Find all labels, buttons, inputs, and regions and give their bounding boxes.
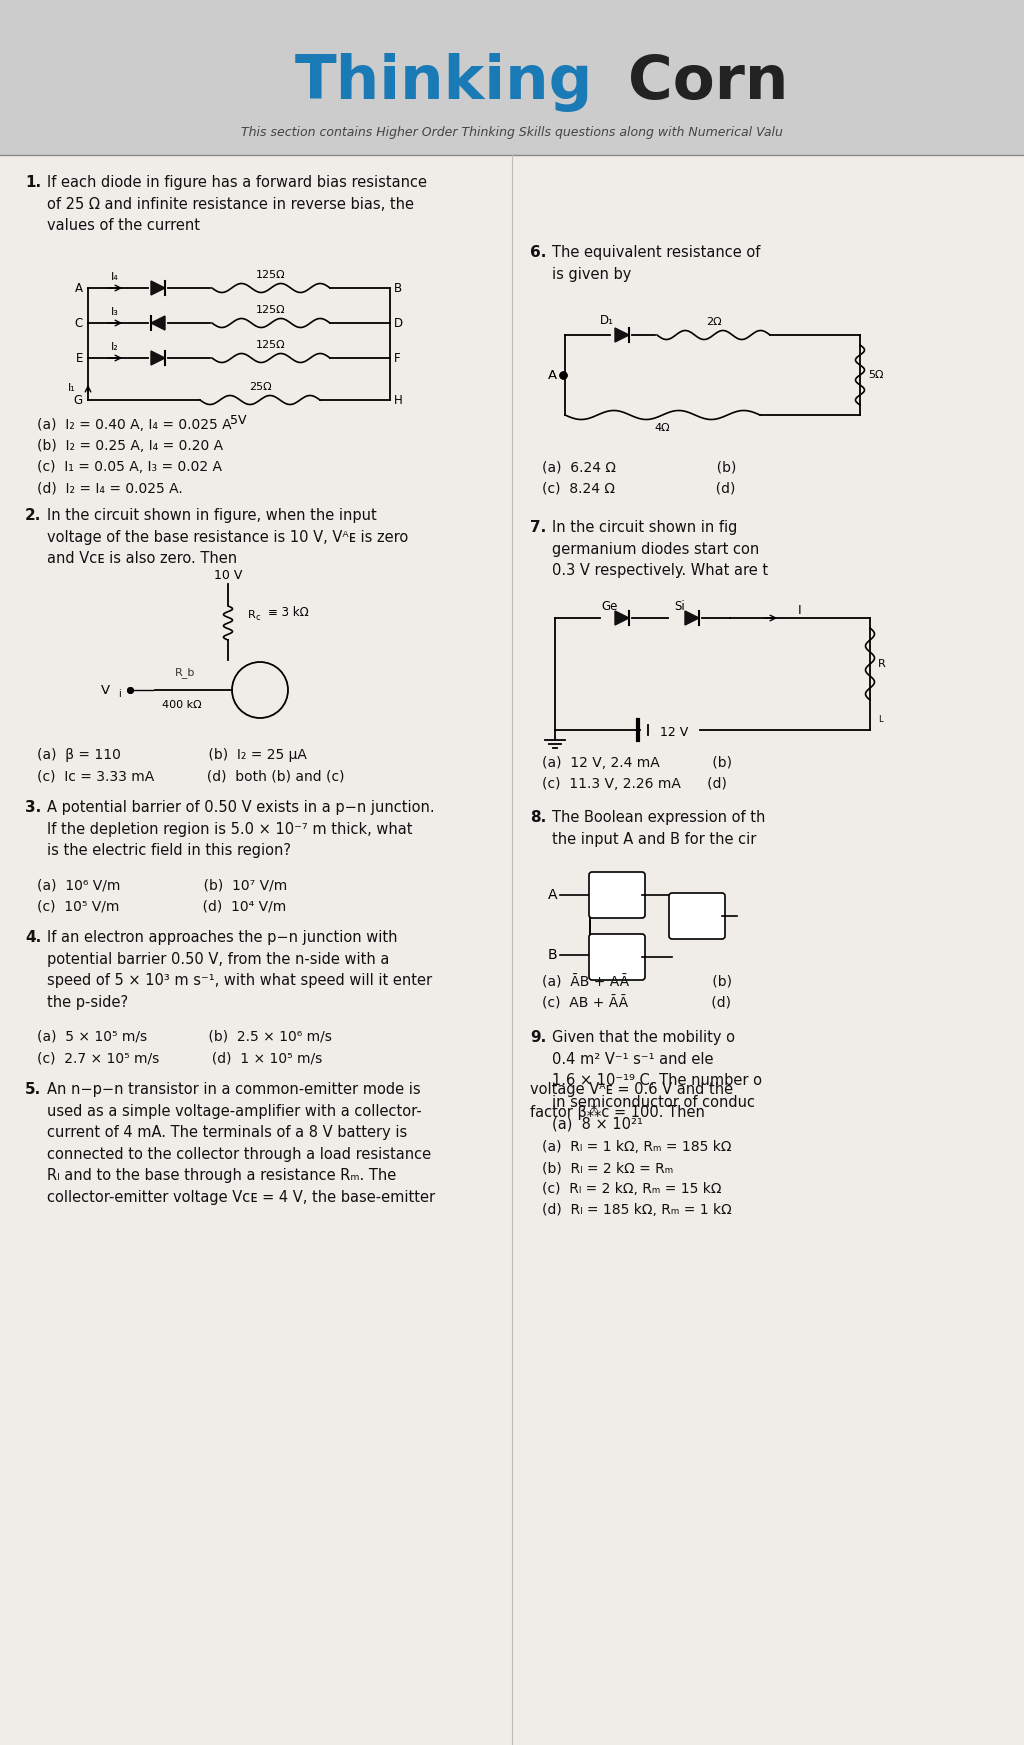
Text: A: A (548, 888, 557, 902)
Text: (c)  11.3 V, 2.26 mA      (d): (c) 11.3 V, 2.26 mA (d) (542, 777, 727, 790)
FancyBboxPatch shape (589, 934, 645, 981)
Text: C: C (75, 316, 83, 330)
FancyBboxPatch shape (0, 0, 1024, 155)
Polygon shape (151, 351, 165, 365)
Text: R: R (248, 611, 256, 619)
Text: c: c (255, 614, 260, 623)
Text: (a)  Rₗ = 1 kΩ, Rₘ = 185 kΩ: (a) Rₗ = 1 kΩ, Rₘ = 185 kΩ (542, 1139, 731, 1153)
Text: (c)  Iᴄ = 3.33 mA            (d)  both (b) and (c): (c) Iᴄ = 3.33 mA (d) both (b) and (c) (37, 770, 344, 784)
Text: voltage Vᴬᴇ = 0.6 V and the
factor β⁂ᴄ = 100. Then: voltage Vᴬᴇ = 0.6 V and the factor β⁂ᴄ =… (530, 1082, 733, 1120)
Text: 3.: 3. (25, 799, 41, 815)
Text: 5Ω: 5Ω (868, 370, 884, 380)
Text: (c)  Rₗ = 2 kΩ, Rₘ = 15 kΩ: (c) Rₗ = 2 kΩ, Rₘ = 15 kΩ (542, 1181, 722, 1195)
Text: 8.: 8. (530, 810, 546, 825)
Text: 12 V: 12 V (660, 726, 688, 738)
Text: 2.: 2. (25, 508, 41, 524)
Text: B: B (548, 948, 558, 961)
Text: 125Ω: 125Ω (256, 270, 286, 279)
Text: i: i (118, 689, 121, 700)
Text: 400 kΩ: 400 kΩ (162, 700, 202, 710)
Text: (b)  I₂ = 0.25 A, I₄ = 0.20 A: (b) I₂ = 0.25 A, I₄ = 0.20 A (37, 440, 223, 454)
Text: This section contains Higher Order Thinking Skills questions along with Numerica: This section contains Higher Order Think… (241, 126, 783, 138)
Text: 2Ω: 2Ω (706, 318, 721, 326)
Text: I₁: I₁ (69, 382, 76, 393)
Text: D₁: D₁ (600, 314, 614, 326)
Text: If each diode in figure has a forward bias resistance
of 25 Ω and infinite resis: If each diode in figure has a forward bi… (47, 174, 427, 234)
Text: I₂: I₂ (112, 342, 119, 352)
Text: In the circuit shown in figure, when the input
voltage of the base resistance is: In the circuit shown in figure, when the… (47, 508, 409, 565)
Text: F: F (394, 351, 400, 365)
Text: (a)  10⁶ V/m                   (b)  10⁷ V/m: (a) 10⁶ V/m (b) 10⁷ V/m (37, 878, 288, 892)
Text: 1.: 1. (25, 174, 41, 190)
Text: A: A (548, 368, 557, 382)
Text: Si: Si (675, 600, 685, 612)
Text: R_b: R_b (175, 667, 196, 679)
Text: If an electron approaches the p−n junction with
potential barrier 0.50 V, from t: If an electron approaches the p−n juncti… (47, 930, 432, 1010)
Polygon shape (151, 281, 165, 295)
Polygon shape (685, 611, 699, 625)
Text: (a)  I₂ = 0.40 A, I₄ = 0.025 A: (a) I₂ = 0.40 A, I₄ = 0.025 A (37, 419, 231, 433)
Text: Ge: Ge (602, 600, 618, 612)
Text: (c)  10⁵ V/m                   (d)  10⁴ V/m: (c) 10⁵ V/m (d) 10⁴ V/m (37, 899, 287, 913)
Text: H: H (394, 394, 402, 407)
Text: (a)  β = 110                    (b)  I₂ = 25 μA: (a) β = 110 (b) I₂ = 25 μA (37, 749, 307, 763)
Text: I₄: I₄ (112, 272, 119, 283)
Text: I₃: I₃ (111, 307, 119, 318)
Text: An n−p−n transistor in a common-emitter mode is
used as a simple voltage-amplifi: An n−p−n transistor in a common-emitter … (47, 1082, 435, 1206)
Text: (a)  6.24 Ω                       (b): (a) 6.24 Ω (b) (542, 461, 736, 475)
Text: Thinking: Thinking (295, 52, 593, 112)
Text: (d)  I₂ = I₄ = 0.025 A.: (d) I₂ = I₄ = 0.025 A. (37, 482, 182, 496)
Polygon shape (615, 328, 629, 342)
Polygon shape (615, 611, 629, 625)
Text: G: G (74, 394, 83, 407)
Text: 4Ω: 4Ω (654, 422, 671, 433)
Text: A potential barrier of 0.50 V exists in a p−n junction.
If the depletion region : A potential barrier of 0.50 V exists in … (47, 799, 434, 859)
Text: Corn: Corn (628, 52, 788, 112)
Text: L: L (878, 715, 883, 724)
Text: (a)  12 V, 2.4 mA            (b): (a) 12 V, 2.4 mA (b) (542, 756, 732, 770)
FancyBboxPatch shape (669, 893, 725, 939)
Text: (c)  I₁ = 0.05 A, I₃ = 0.02 A: (c) I₁ = 0.05 A, I₃ = 0.02 A (37, 461, 222, 475)
Text: 10 V: 10 V (214, 569, 243, 583)
FancyBboxPatch shape (0, 155, 1024, 1745)
Text: (c)  2.7 × 10⁵ m/s            (d)  1 × 10⁵ m/s: (c) 2.7 × 10⁵ m/s (d) 1 × 10⁵ m/s (37, 1050, 323, 1064)
Text: V: V (101, 684, 110, 696)
Text: D: D (394, 316, 403, 330)
Polygon shape (151, 316, 165, 330)
Text: B: B (394, 281, 402, 295)
Text: 5.: 5. (25, 1082, 41, 1098)
Text: (a)  ĀB + AĀ                   (b): (a) ĀB + AĀ (b) (542, 975, 732, 989)
Text: R: R (878, 660, 886, 668)
Text: In the circuit shown in fig
germanium diodes start con
0.3 V respectively. What : In the circuit shown in fig germanium di… (552, 520, 768, 578)
Text: ≡ 3 kΩ: ≡ 3 kΩ (268, 607, 309, 619)
Text: 25Ω: 25Ω (249, 382, 271, 393)
Text: 125Ω: 125Ω (256, 340, 286, 351)
FancyBboxPatch shape (589, 872, 645, 918)
Text: (c)  AB + ĀĀ                   (d): (c) AB + ĀĀ (d) (542, 996, 731, 1010)
Text: 7.: 7. (530, 520, 546, 536)
Text: (a)  5 × 10⁵ m/s              (b)  2.5 × 10⁶ m/s: (a) 5 × 10⁵ m/s (b) 2.5 × 10⁶ m/s (37, 1030, 332, 1044)
Text: 125Ω: 125Ω (256, 305, 286, 316)
Text: I: I (798, 604, 802, 616)
Text: 9.: 9. (530, 1030, 546, 1045)
Text: Given that the mobility o
0.4 m² V⁻¹ s⁻¹ and ele
1.6 × 10⁻¹⁹ C. The number o
in : Given that the mobility o 0.4 m² V⁻¹ s⁻¹… (552, 1030, 762, 1131)
Text: (c)  8.24 Ω                       (d): (c) 8.24 Ω (d) (542, 482, 735, 496)
Text: 4.: 4. (25, 930, 41, 946)
Text: The equivalent resistance of
is given by: The equivalent resistance of is given by (552, 244, 761, 281)
Text: 6.: 6. (530, 244, 547, 260)
Text: E: E (76, 351, 83, 365)
Text: (d)  Rₗ = 185 kΩ, Rₘ = 1 kΩ: (d) Rₗ = 185 kΩ, Rₘ = 1 kΩ (542, 1202, 732, 1216)
Text: A: A (75, 281, 83, 295)
Text: The Boolean expression of th
the input A and B for the cir: The Boolean expression of th the input A… (552, 810, 765, 846)
Text: 5V: 5V (229, 414, 246, 428)
Text: (b)  Rₗ = 2 kΩ = Rₘ: (b) Rₗ = 2 kΩ = Rₘ (542, 1160, 673, 1174)
